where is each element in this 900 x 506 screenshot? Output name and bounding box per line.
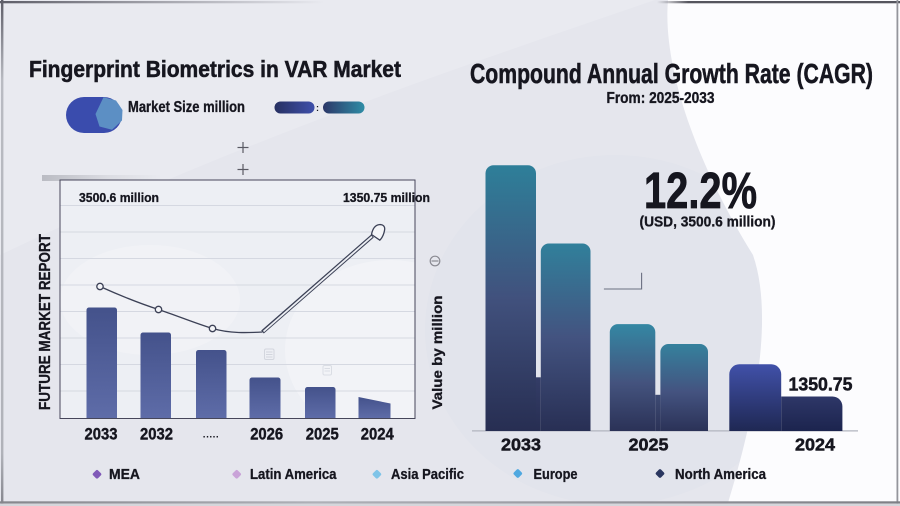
svg-text:From: 2025-2033: From: 2025-2033 (607, 90, 715, 107)
svg-text:1350.75: 1350.75 (789, 373, 853, 394)
svg-text:North America: North America (675, 467, 767, 483)
svg-text:Market Size million: Market Size million (128, 99, 245, 116)
svg-text:(USD, 3500.6 million): (USD, 3500.6 million) (640, 215, 776, 231)
svg-text:.....: ..... (203, 430, 219, 441)
svg-text:Compound Annual Growth Rate (C: Compound Annual Growth Rate (CAGR) (470, 58, 873, 89)
svg-text:Fingerprint Biometrics in VAR: Fingerprint Biometrics in VAR Market (29, 56, 401, 82)
svg-text:2024: 2024 (361, 425, 394, 444)
svg-text:2033: 2033 (85, 425, 118, 444)
svg-text:Europe: Europe (534, 467, 578, 483)
svg-text:2024: 2024 (795, 435, 835, 455)
svg-text:2033: 2033 (501, 435, 541, 455)
svg-text:2026: 2026 (250, 425, 283, 444)
svg-text:MEA: MEA (109, 467, 140, 483)
svg-text:12.2%: 12.2% (644, 162, 757, 219)
svg-text:FUTURE MARKET REPORT: FUTURE MARKET REPORT (37, 234, 54, 410)
svg-text:2032: 2032 (140, 425, 173, 444)
svg-text:1350.75 million: 1350.75 million (343, 190, 430, 205)
svg-text:3500.6 million: 3500.6 million (79, 190, 159, 205)
svg-text::: : (316, 103, 319, 113)
svg-text:2025: 2025 (629, 435, 669, 455)
svg-text:Value by million: Value by million (430, 296, 445, 410)
svg-text:Latin America: Latin America (250, 467, 337, 483)
svg-text:2025: 2025 (306, 425, 339, 444)
svg-text:Asia Pacific: Asia Pacific (391, 467, 464, 483)
